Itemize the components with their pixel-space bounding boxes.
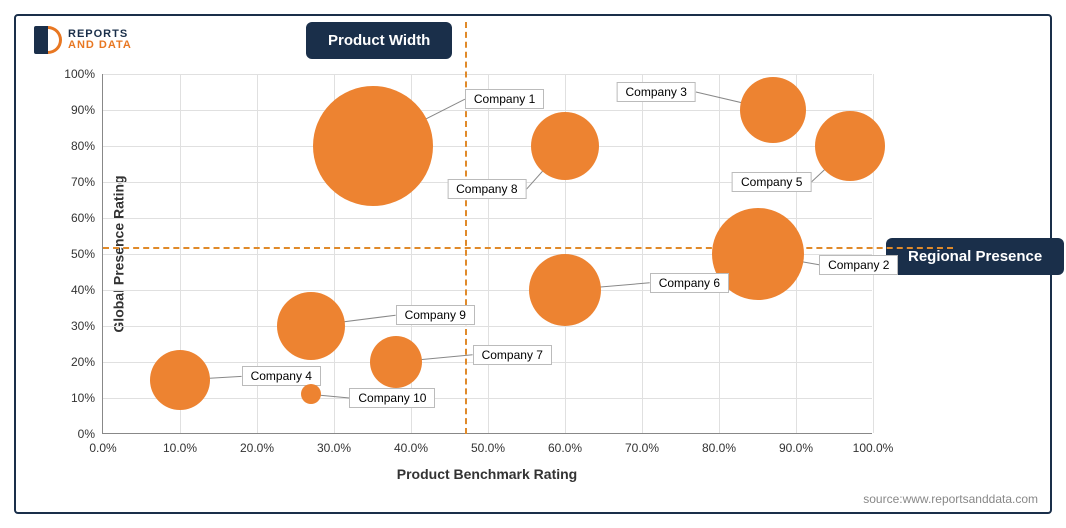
company-label: Company 7: [473, 345, 552, 365]
bubble-c6: [529, 254, 601, 326]
bubble-c1: [313, 86, 433, 206]
company-label: Company 1: [465, 89, 544, 109]
y-tick: 70%: [71, 175, 103, 189]
x-tick: 60.0%: [548, 433, 582, 455]
company-label: Company 10: [349, 388, 435, 408]
x-tick: 90.0%: [779, 433, 813, 455]
x-tick: 30.0%: [317, 433, 351, 455]
x-tick: 50.0%: [471, 433, 505, 455]
y-tick: 100%: [64, 67, 103, 81]
y-tick: 10%: [71, 391, 103, 405]
y-tick: 0%: [78, 427, 103, 441]
x-tick: 40.0%: [394, 433, 428, 455]
bubble-c9: [277, 292, 345, 360]
top-quadrant-label: Product Width: [306, 22, 452, 59]
bubble-c5: [815, 111, 885, 181]
y-tick: 80%: [71, 139, 103, 153]
bubble-c10: [301, 384, 321, 404]
x-tick: 80.0%: [702, 433, 736, 455]
logo-icon: [34, 26, 62, 54]
company-label: Company 4: [242, 366, 321, 386]
x-tick: 100.0%: [853, 433, 894, 455]
bubble-c8: [531, 112, 599, 180]
brand-logo: REPORTS AND DATA: [34, 26, 132, 54]
x-axis-label: Product Benchmark Rating: [397, 466, 577, 482]
plot-area: 0.0%10.0%20.0%30.0%40.0%50.0%60.0%70.0%8…: [102, 74, 872, 434]
bubble-c4: [150, 350, 210, 410]
bubble-c3: [740, 77, 806, 143]
company-label: Company 5: [732, 172, 811, 192]
company-label: Company 6: [650, 273, 729, 293]
vertical-reference-line: [465, 22, 467, 434]
company-label: Company 2: [819, 255, 898, 275]
x-tick: 10.0%: [163, 433, 197, 455]
x-tick: 70.0%: [625, 433, 659, 455]
company-label: Company 9: [396, 305, 475, 325]
right-quadrant-label: Regional Presence: [886, 238, 1064, 275]
logo-line2: AND DATA: [68, 40, 132, 51]
x-tick: 20.0%: [240, 433, 274, 455]
y-tick: 60%: [71, 211, 103, 225]
bubble-c7: [370, 336, 422, 388]
y-tick: 40%: [71, 283, 103, 297]
source-attribution: source:www.reportsanddata.com: [863, 492, 1038, 506]
y-tick: 30%: [71, 319, 103, 333]
company-label: Company 3: [617, 82, 696, 102]
y-tick: 90%: [71, 103, 103, 117]
company-label: Company 8: [447, 179, 526, 199]
horizontal-reference-line: [103, 247, 953, 249]
y-tick: 20%: [71, 355, 103, 369]
y-tick: 50%: [71, 247, 103, 261]
